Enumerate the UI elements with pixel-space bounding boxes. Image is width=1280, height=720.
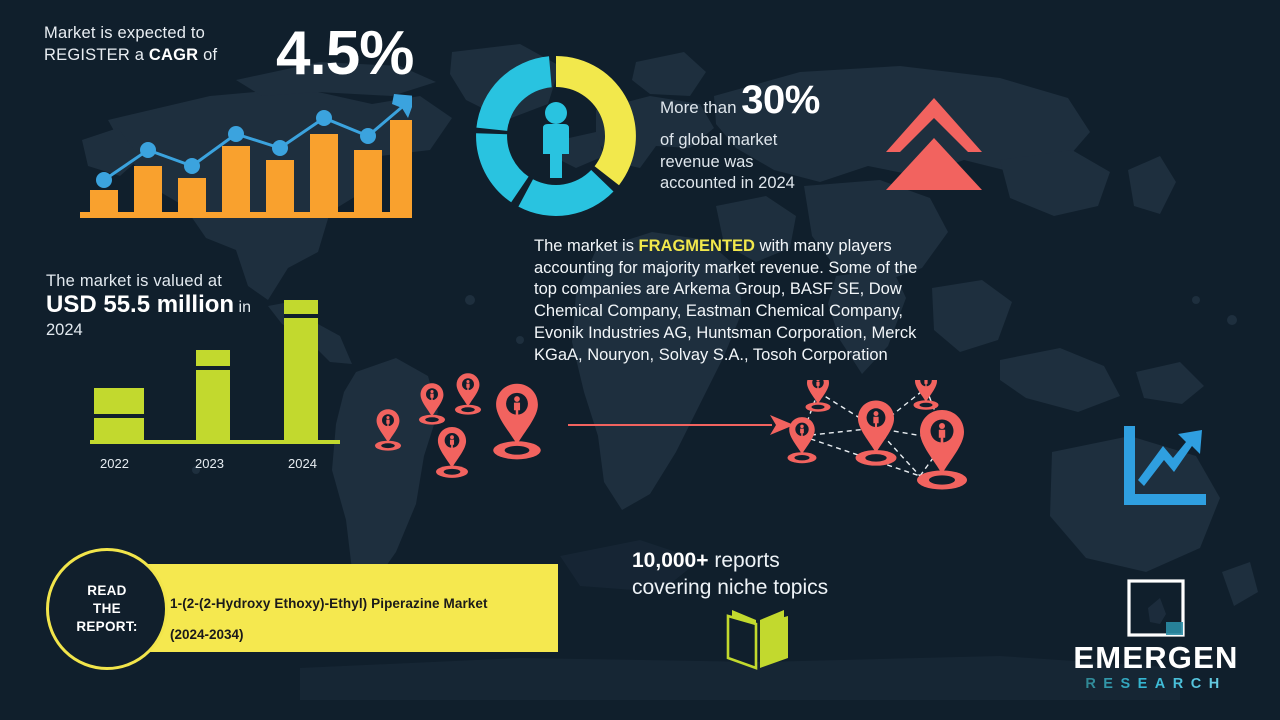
donut-slice-yellow	[556, 56, 636, 186]
fragmented-paragraph: The market is FRAGMENTED with many playe…	[534, 236, 926, 366]
pin-r-small-2	[913, 380, 939, 410]
share-description: of global market revenue was accounted i…	[660, 130, 890, 195]
pin-r-large-1	[917, 410, 967, 490]
share-headline: More than 30%	[660, 78, 890, 123]
valuation-amount: USD 55.5 million	[46, 291, 235, 318]
reports-count-value: 10,000+	[632, 549, 709, 572]
share-prefix: More than	[660, 98, 742, 117]
reports-count-suffix: reports	[708, 549, 780, 572]
cagr-text: Market is expected to REGISTER a CAGR of	[44, 22, 217, 66]
double-up-chevron-icon	[886, 98, 982, 190]
share-desc-line-2: revenue was	[660, 152, 754, 171]
cagr-line-1: Market is expected to	[44, 24, 206, 42]
share-block: More than 30% of global market revenue w…	[660, 78, 890, 195]
pin-small-3	[455, 373, 481, 415]
growth-chart-icon	[1124, 426, 1206, 505]
pin-r-medium-1	[855, 400, 897, 466]
donut-slice-cyan-2	[476, 133, 529, 203]
cagr-line-2: REGISTER a CAGR of	[44, 44, 217, 66]
bar-2024	[284, 300, 318, 440]
read-report-banner[interactable]	[104, 564, 558, 652]
pin-r-small-1	[805, 380, 831, 412]
logo-tagline: RESEARCH	[1058, 676, 1254, 692]
bar-2023	[196, 350, 230, 440]
cagr-line-2-pre: REGISTER a	[44, 46, 149, 64]
value-chart-baseline	[90, 440, 340, 444]
chart-baseline	[80, 212, 412, 218]
read-report-line-2: THE	[93, 601, 121, 616]
market-value-chart	[90, 300, 340, 444]
share-desc-line-1: of global market	[660, 131, 778, 149]
global-revenue-donut	[476, 56, 636, 216]
read-report-line-1: READ	[87, 583, 127, 598]
cagr-block: Market is expected to REGISTER a CAGR of…	[44, 19, 464, 88]
valuation-block: The market is valued at USD 55.5 million…	[46, 272, 346, 341]
pin-small-2	[419, 383, 445, 425]
emergen-research-logo: EMERGEN RESEARCH	[1058, 578, 1254, 696]
cagr-line-2-post: of	[198, 46, 218, 64]
read-report-label: READ THE REPORT:	[76, 582, 137, 636]
reports-count-line: 10,000+ reports	[632, 548, 912, 574]
pin-small-1	[375, 409, 401, 451]
right-arrow-icon	[568, 415, 794, 435]
growth-trend-chart	[80, 94, 412, 218]
read-report-circle[interactable]: READ THE REPORT:	[46, 548, 168, 670]
pin-large-1	[493, 383, 541, 460]
reports-count-block: 10,000+ reports covering niche topics	[632, 548, 912, 601]
green-chart-label-2022: 2022	[100, 456, 129, 471]
report-years: (2024-2034)	[170, 627, 244, 642]
bar-divider-lines	[94, 314, 318, 418]
scattered-market-pins	[375, 373, 541, 478]
green-chart-label-2024: 2024	[288, 456, 317, 471]
person-icon	[543, 102, 569, 178]
valuation-in: in	[234, 299, 251, 316]
pin-medium-1	[436, 426, 468, 478]
cagr-value: 4.5%	[276, 19, 414, 88]
frag-keyword: FRAGMENTED	[638, 237, 755, 255]
report-title-wrap: 1-(2-(2-Hydroxy Ethoxy)-Ethyl) Piperazin…	[170, 596, 550, 642]
reports-subtitle: covering niche topics	[632, 576, 829, 599]
trend-bars	[90, 120, 412, 212]
green-chart-label-2023: 2023	[195, 456, 224, 471]
share-desc-line-3: accounted in 2024	[660, 174, 795, 192]
value-bars	[94, 300, 318, 440]
trend-arrow-head	[392, 94, 412, 118]
donut-slice-cyan-3	[476, 56, 552, 131]
donut-slice-cyan-1	[518, 170, 614, 216]
logo-square-icon	[1127, 579, 1185, 637]
open-book-icon	[726, 610, 788, 670]
connected-market-pins	[787, 380, 967, 490]
trend-points	[96, 110, 376, 188]
share-value: 30%	[741, 78, 820, 122]
cagr-keyword: CAGR	[148, 46, 199, 64]
logo-wordmark: EMERGEN	[1073, 640, 1239, 675]
report-title: 1-(2-(2-Hydroxy Ethoxy)-Ethyl) Piperazin…	[170, 596, 488, 611]
valuation-label: The market is valued at	[46, 272, 223, 290]
frag-pre: The market is	[534, 237, 639, 255]
read-report-line-3: REPORT:	[76, 619, 138, 634]
valuation-amount-row: USD 55.5 million in	[46, 291, 346, 319]
frag-post: with many players accounting for majorit…	[534, 237, 918, 364]
valuation-year: 2024	[46, 321, 83, 339]
